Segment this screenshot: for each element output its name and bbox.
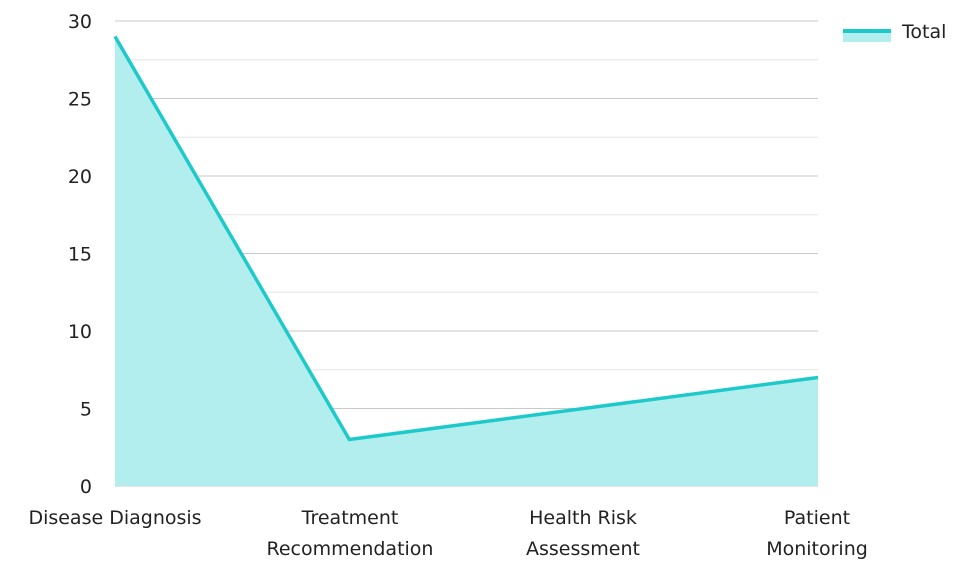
- y-tick-label: 0: [80, 476, 92, 498]
- legend-swatch-fill: [843, 31, 891, 42]
- y-tick-label: 5: [80, 399, 92, 421]
- x-tick-label: Treatment Recommendation: [267, 507, 434, 560]
- series-area-fill: [115, 36, 818, 486]
- area-layer: [113, 35, 819, 486]
- y-tick-label: 25: [68, 89, 92, 111]
- x-axis: Disease Diagnosis Treatment Recommendation…: [28, 507, 867, 560]
- y-tick-label: 20: [68, 166, 92, 188]
- y-tick-label: 30: [68, 11, 92, 33]
- legend-label: Total: [901, 21, 946, 43]
- x-tick-label: Health Risk Assessment: [526, 507, 640, 560]
- y-tick-label: 15: [68, 244, 92, 266]
- x-tick-label: Patient Monitoring: [766, 507, 868, 560]
- x-tick-label: Disease Diagnosis: [28, 507, 201, 529]
- y-tick-label: 10: [68, 321, 92, 343]
- legend-swatch-line: [843, 29, 891, 33]
- legend[interactable]: Total: [843, 21, 946, 43]
- series-line: [113, 35, 819, 442]
- y-axis: 0 5 10 15 20 25 30: [68, 11, 92, 498]
